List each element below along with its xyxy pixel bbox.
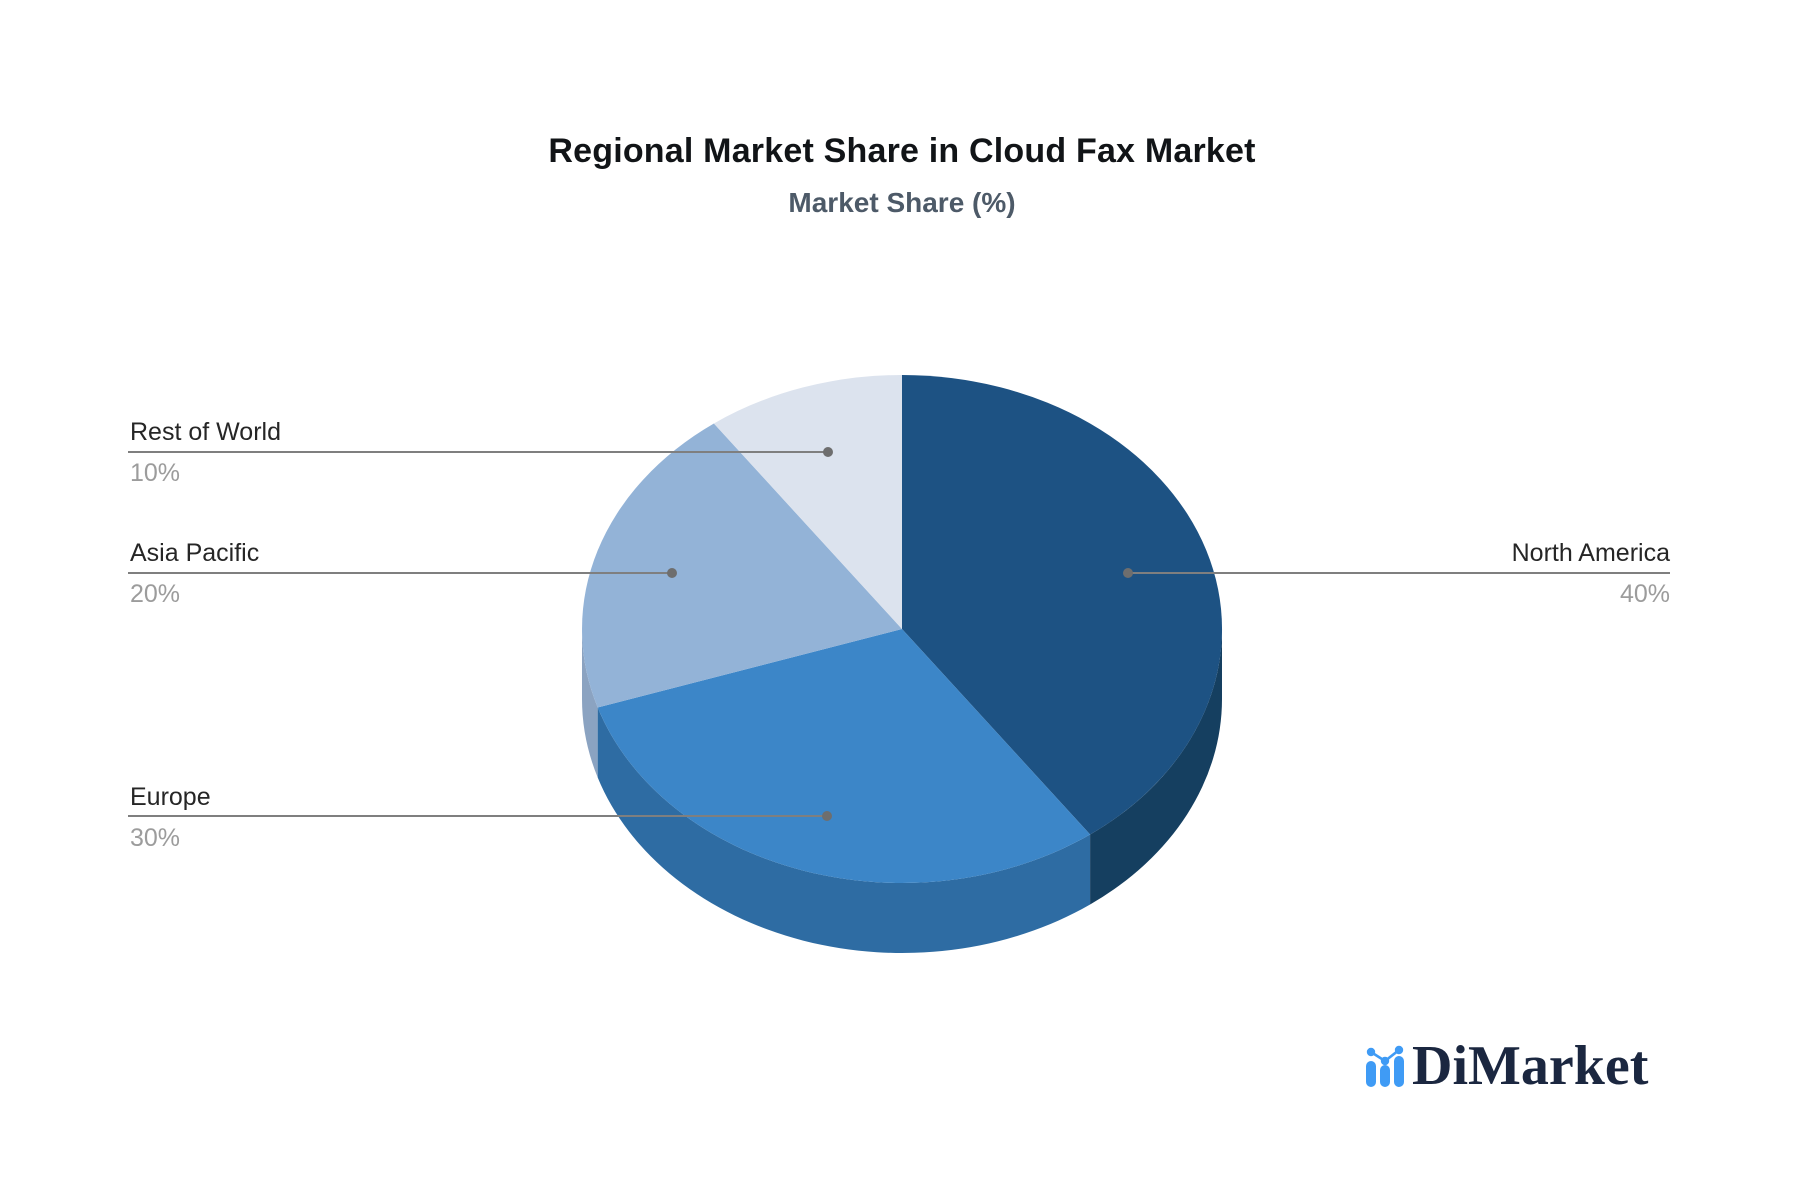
label-connectors <box>128 447 1670 821</box>
pie-side-north-america <box>1090 629 1222 905</box>
slice-label-north-america: North America <box>1511 539 1670 567</box>
slice-percent-asia-pacific: 20% <box>130 580 181 608</box>
pie-slice-asia-pacific[interactable] <box>582 423 902 708</box>
slice-label-asia-pacific: Asia Pacific <box>130 539 260 567</box>
chart-title: Regional Market Share in Cloud Fax Marke… <box>548 132 1256 170</box>
pie-slices <box>582 375 1223 883</box>
connector-dot-north-america <box>1123 568 1133 578</box>
slice-label-rest-of-world: Rest of World <box>130 418 281 446</box>
pie-side-europe <box>597 707 1091 953</box>
pie-slice-north-america[interactable] <box>902 375 1223 835</box>
connector-dot-asia-pacific <box>667 568 677 578</box>
slice-percent-europe: 30% <box>130 824 181 852</box>
chart-subtitle: Market Share (%) <box>788 187 1016 218</box>
slice-label-europe: Europe <box>130 783 211 811</box>
connector-dot-europe <box>822 811 832 821</box>
pie-side-asia-pacific <box>582 629 598 778</box>
bar-line-chart-logo-icon <box>1366 1045 1404 1087</box>
pie-slice-europe[interactable] <box>597 629 1091 883</box>
pie-3d-sides <box>582 629 1222 953</box>
slice-percent-rest-of-world: 10% <box>130 459 181 487</box>
pie-slice-rest-of-world[interactable] <box>713 375 902 629</box>
brand-wordmark: DiMarket <box>1412 1035 1649 1097</box>
slice-percent-north-america: 40% <box>1619 580 1670 608</box>
connector-dot-rest-of-world <box>823 447 833 457</box>
